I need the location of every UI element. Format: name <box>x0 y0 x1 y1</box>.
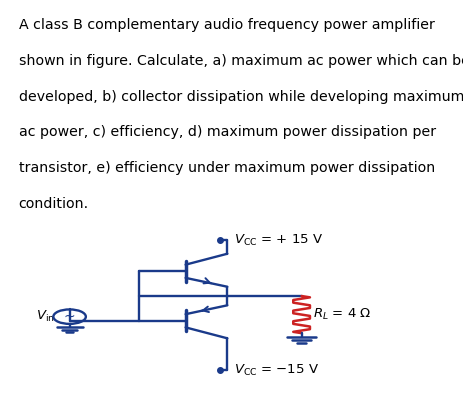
Text: $V_\mathrm{CC}$ = −15 V: $V_\mathrm{CC}$ = −15 V <box>234 363 319 378</box>
Text: condition.: condition. <box>19 196 88 211</box>
Text: A class B complementary audio frequency power amplifier: A class B complementary audio frequency … <box>19 18 433 32</box>
Text: $V_\mathrm{CC}$ = + 15 V: $V_\mathrm{CC}$ = + 15 V <box>234 233 323 248</box>
Text: ~: ~ <box>63 310 75 324</box>
Text: shown in figure. Calculate, a) maximum ac power which can be: shown in figure. Calculate, a) maximum a… <box>19 54 463 68</box>
Text: developed, b) collector dissipation while developing maximum: developed, b) collector dissipation whil… <box>19 90 463 104</box>
Text: ac power, c) efficiency, d) maximum power dissipation per: ac power, c) efficiency, d) maximum powe… <box>19 125 435 139</box>
Text: $V_\mathrm{in}$: $V_\mathrm{in}$ <box>36 309 55 324</box>
Text: $R_L$ = 4 Ω: $R_L$ = 4 Ω <box>313 307 371 322</box>
Text: transistor, e) efficiency under maximum power dissipation: transistor, e) efficiency under maximum … <box>19 161 434 175</box>
